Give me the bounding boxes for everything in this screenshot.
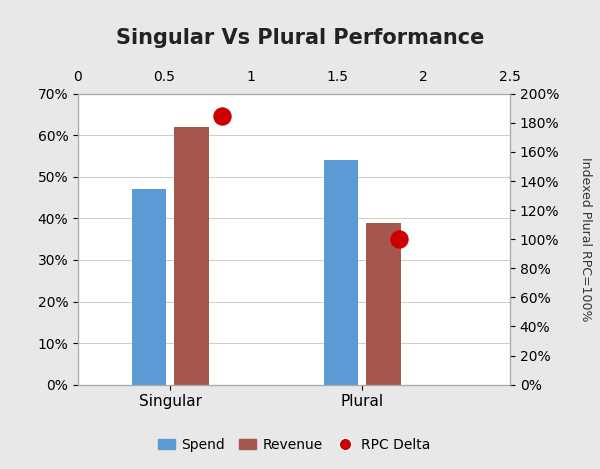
Bar (132, 189, 166, 385)
Y-axis label: Indexed Plural RPC=100%: Indexed Plural RPC=100% (579, 157, 592, 321)
Legend: Spend, Revenue, RPC Delta: Spend, Revenue, RPC Delta (152, 432, 436, 457)
Point (394, 235, 403, 243)
Bar (174, 127, 209, 385)
Text: Singular Vs Plural Performance: Singular Vs Plural Performance (116, 28, 484, 48)
Bar (366, 223, 401, 385)
Bar (324, 160, 358, 385)
Point (217, 112, 227, 120)
